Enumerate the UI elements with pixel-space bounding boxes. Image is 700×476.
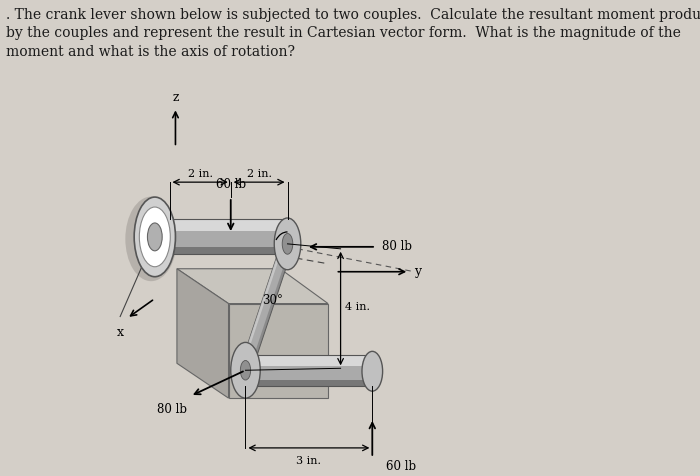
Bar	[236, 356, 372, 366]
Text: 30°: 30°	[262, 294, 283, 307]
Text: z: z	[172, 90, 178, 103]
Polygon shape	[248, 246, 293, 374]
Text: 60 lb: 60 lb	[216, 178, 246, 191]
Bar	[236, 356, 372, 386]
Bar	[158, 247, 288, 254]
Ellipse shape	[362, 351, 383, 391]
Text: 2 in.: 2 in.	[246, 169, 272, 179]
Ellipse shape	[274, 218, 301, 270]
Bar	[158, 219, 288, 254]
Polygon shape	[240, 240, 285, 368]
Ellipse shape	[240, 360, 251, 380]
Text: x: x	[117, 327, 124, 339]
Polygon shape	[177, 269, 328, 304]
Text: 3 in.: 3 in.	[296, 456, 321, 466]
Ellipse shape	[125, 197, 177, 281]
Bar	[158, 219, 288, 231]
Ellipse shape	[139, 207, 170, 267]
Bar	[236, 380, 372, 386]
Ellipse shape	[282, 234, 293, 254]
Text: 60 lb: 60 lb	[386, 460, 416, 473]
Text: 80 lb: 80 lb	[382, 240, 412, 253]
Text: 2 in.: 2 in.	[188, 169, 213, 179]
Text: y: y	[414, 265, 421, 278]
Text: 80 lb: 80 lb	[157, 403, 187, 416]
Polygon shape	[177, 269, 228, 398]
Ellipse shape	[148, 223, 162, 251]
Polygon shape	[228, 304, 328, 398]
Text: . The crank lever shown below is subjected to two couples.  Calculate the result: . The crank lever shown below is subject…	[6, 8, 700, 59]
Ellipse shape	[134, 197, 176, 277]
Text: 4 in.: 4 in.	[345, 302, 370, 312]
Polygon shape	[240, 240, 293, 374]
Ellipse shape	[231, 342, 260, 398]
